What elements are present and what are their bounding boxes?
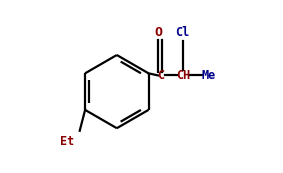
Text: Et: Et [60, 135, 74, 148]
Text: O: O [155, 26, 162, 39]
Text: Me: Me [201, 69, 216, 82]
Text: C: C [158, 69, 165, 82]
Text: Cl: Cl [175, 26, 190, 39]
Text: CH: CH [176, 69, 190, 82]
